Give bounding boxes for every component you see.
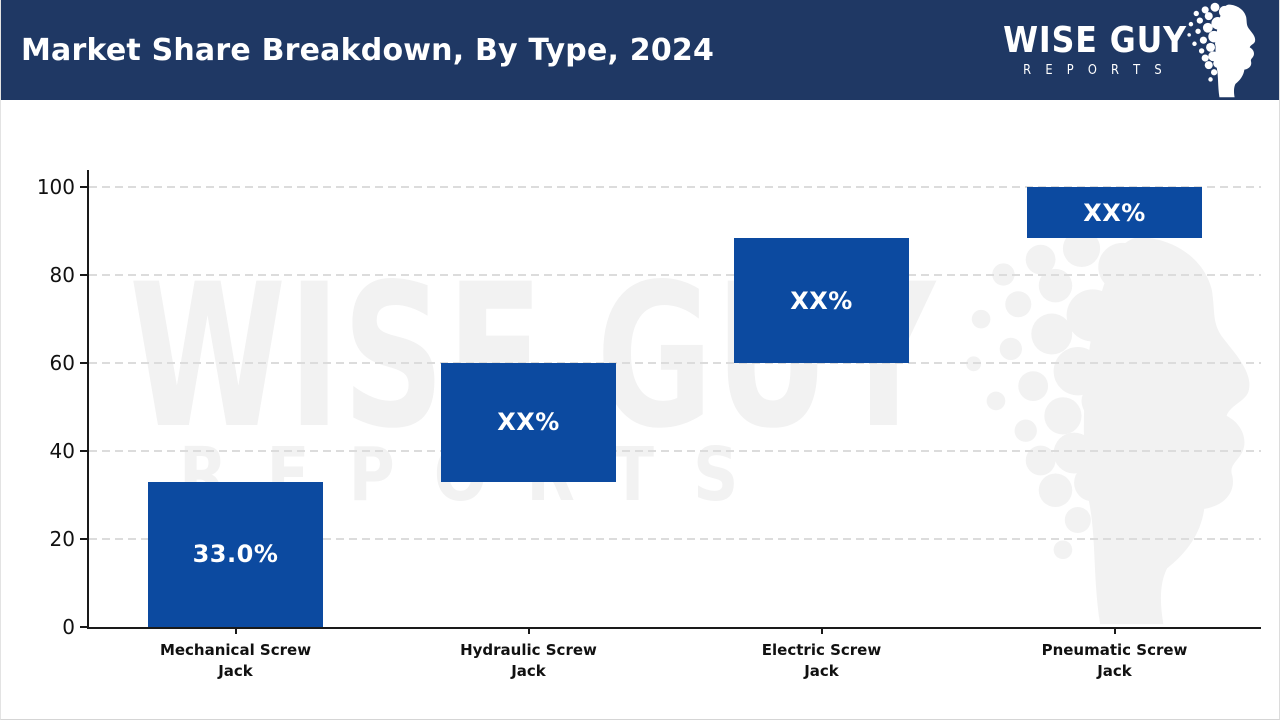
brand-logo: WISE GUY R E P O R T S: [978, 0, 1269, 100]
x-axis-line: [87, 627, 1261, 629]
bar-value-label: 33.0%: [192, 540, 279, 569]
brand-name: WISE GUY: [1003, 19, 1187, 61]
y-tick-mark: [80, 626, 87, 628]
y-tick-label: 80: [49, 263, 75, 287]
waterfall-chart: 0 20 40 60 80 100 33.0% Mechanical Screw Jack XX%…: [37, 170, 1261, 680]
brand-subtitle: R E P O R T S: [1023, 62, 1167, 78]
y-tick-mark: [80, 538, 87, 540]
x-category-label: Pneumatic Screw Jack: [1041, 641, 1188, 680]
x-category-label: Electric Screw Jack: [761, 641, 882, 680]
y-axis-line: [87, 170, 89, 629]
bar-value-label: XX%: [497, 408, 560, 437]
bar-segment: XX%: [1026, 187, 1203, 239]
x-category-label: Hydraulic Screw Jack: [460, 641, 597, 680]
y-tick-label: 100: [36, 175, 75, 199]
x-tick-mark: [234, 627, 237, 634]
gridline-80: [89, 274, 1261, 276]
y-tick-mark: [80, 186, 87, 188]
header-bar: Market Share Breakdown, By Type, 2024 WI…: [1, 0, 1279, 100]
y-tick-mark: [80, 450, 87, 452]
gridline-60: [89, 362, 1261, 364]
y-tick-label: 40: [49, 439, 75, 463]
gridline-20: [89, 538, 1261, 540]
x-tick-mark: [527, 627, 530, 634]
y-tick-label: 60: [49, 351, 75, 375]
brand-logo-text: WISE GUY R E P O R T S: [1003, 19, 1187, 78]
y-tick-label: 20: [49, 527, 75, 551]
bar-segment: 33.0%: [147, 481, 324, 627]
bar-value-label: XX%: [790, 286, 853, 315]
bar-segment: XX%: [733, 238, 910, 363]
y-tick-label: 0: [62, 615, 75, 639]
x-category-label: Mechanical Screw Jack: [159, 641, 312, 680]
y-tick-mark: [80, 362, 87, 364]
gridline-40: [89, 450, 1261, 452]
x-tick-mark: [1113, 627, 1116, 634]
y-tick-mark: [80, 274, 87, 276]
bar-segment: XX%: [440, 363, 617, 482]
page-title: Market Share Breakdown, By Type, 2024: [21, 32, 715, 68]
x-tick-mark: [820, 627, 823, 634]
gridline-100: [89, 186, 1261, 188]
bar-value-label: XX%: [1083, 198, 1146, 227]
wise-guy-head-icon: [1187, 2, 1256, 98]
